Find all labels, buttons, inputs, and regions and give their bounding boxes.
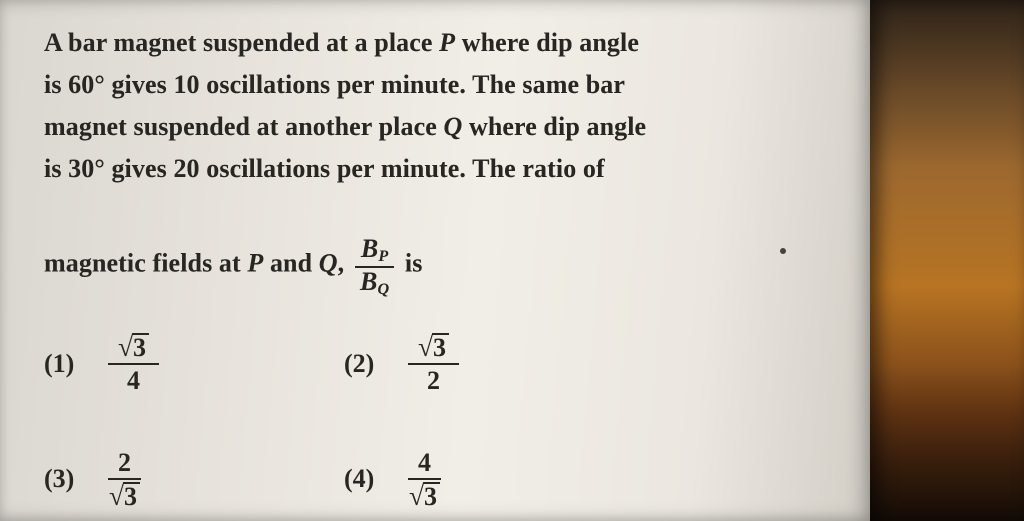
option-fraction: 2 √3 xyxy=(108,449,141,510)
option-3[interactable]: (3) 2 √3 xyxy=(44,449,304,510)
fraction-denominator: √3 xyxy=(109,480,140,510)
question-page: A bar magnet suspended at a place P wher… xyxy=(0,0,870,521)
var-p: P xyxy=(439,28,455,57)
fraction-numerator: 4 xyxy=(408,449,441,480)
radical-icon: √ xyxy=(409,483,424,510)
radical-icon: √ xyxy=(118,334,133,361)
fraction-numerator: √3 xyxy=(408,333,459,365)
sqrt: √3 xyxy=(409,482,440,510)
stem-text: , xyxy=(338,248,351,277)
fraction-denominator: BQ xyxy=(360,268,389,299)
var-p: P xyxy=(247,248,263,277)
sqrt: √3 xyxy=(118,333,149,361)
stem-text: oscillations per minute. The same bar xyxy=(200,70,625,99)
var-q: Q xyxy=(443,112,462,141)
fraction-numerator: 2 xyxy=(108,449,141,480)
radical-arg: 3 xyxy=(432,333,449,361)
option-label: (3) xyxy=(44,464,92,494)
option-label: (4) xyxy=(344,464,392,494)
numerator-sub: P xyxy=(378,248,388,265)
stray-dot-icon xyxy=(780,248,786,254)
fraction-numerator: √3 xyxy=(108,333,159,365)
numerator-base: B xyxy=(361,234,378,263)
option-2[interactable]: (2) √3 2 xyxy=(344,333,604,394)
stem-text: magnetic fields at xyxy=(44,248,247,277)
radical-icon: √ xyxy=(418,334,433,361)
photo-background-strip xyxy=(870,0,1024,521)
angle-p: 60° xyxy=(68,70,105,99)
option-fraction: √3 2 xyxy=(408,333,459,394)
option-fraction: √3 4 xyxy=(108,333,159,394)
angle-q: 30° xyxy=(68,154,105,183)
sqrt: √3 xyxy=(109,482,140,510)
osc-p: 10 xyxy=(173,70,199,99)
denominator-base: B xyxy=(360,267,377,296)
option-label: (2) xyxy=(344,349,392,379)
option-1[interactable]: (1) √3 4 xyxy=(44,333,304,394)
option-fraction: 4 √3 xyxy=(408,449,441,510)
stem-text: where dip angle xyxy=(462,112,646,141)
stem-text: oscillations per minute. The ratio of xyxy=(200,154,605,183)
stem-text: gives xyxy=(105,154,174,183)
stem-text: where dip angle xyxy=(455,28,639,57)
radical-arg: 3 xyxy=(123,482,140,510)
sqrt: √3 xyxy=(418,333,449,361)
fraction-denominator: √3 xyxy=(409,480,440,510)
stem-text: is xyxy=(44,154,68,183)
radical-arg: 3 xyxy=(423,482,440,510)
options-grid: (1) √3 4 (2) √3 2 (3) 2 √3 xyxy=(44,333,604,510)
var-q: Q xyxy=(319,248,338,277)
osc-q: 20 xyxy=(173,154,199,183)
stem-text: and xyxy=(263,248,318,277)
radical-icon: √ xyxy=(109,483,124,510)
radical-arg: 3 xyxy=(132,333,149,361)
fraction-denominator: 4 xyxy=(127,365,140,394)
stem-text: gives xyxy=(105,70,174,99)
ratio-fraction: BP BQ xyxy=(355,235,394,300)
stem-text: A bar magnet suspended at a place xyxy=(44,28,439,57)
stem-text: is xyxy=(405,248,423,277)
fraction-denominator: 2 xyxy=(427,365,440,394)
stem-text: is xyxy=(44,70,68,99)
option-label: (1) xyxy=(44,349,92,379)
question-stem: A bar magnet suspended at a place P wher… xyxy=(44,22,832,297)
option-4[interactable]: (4) 4 √3 xyxy=(344,449,604,510)
stem-text: magnet suspended at another place xyxy=(44,112,443,141)
denominator-sub: Q xyxy=(377,282,389,299)
fraction-numerator: BP xyxy=(355,235,394,269)
